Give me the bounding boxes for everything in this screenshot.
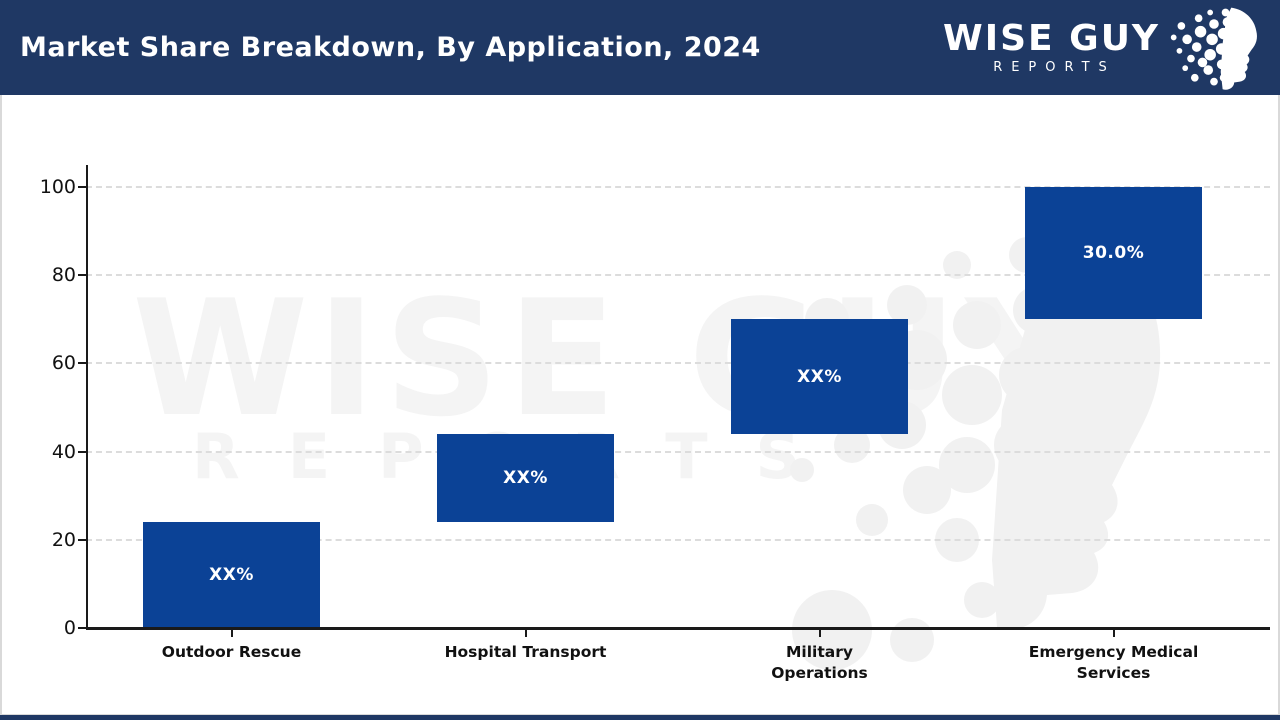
brand-head-icon [1170,7,1257,90]
y-axis-tick-label: 0 [63,617,76,639]
y-axis-tick [78,538,86,541]
y-gridline [86,362,1270,365]
y-axis-tick-label: 60 [51,352,76,375]
y-axis-tick [78,274,86,277]
y-axis-tick-label: 20 [51,528,76,551]
x-axis-tick [1112,628,1115,637]
footer-accent-bar [0,714,1280,720]
y-gridline [86,186,1270,188]
bar-value-label: XX% [503,468,548,489]
brand-name: WISE GUY [942,17,1160,59]
y-axis-tick-label: 40 [51,440,76,463]
x-axis-tick [524,628,527,637]
chart-title: Market Share Breakdown, By Application, … [20,32,761,63]
y-gridline [86,274,1270,277]
y-axis-tick [78,450,86,453]
x-axis-tick [230,628,233,637]
bar-value-label: XX% [209,565,254,586]
x-axis-category-label: Hospital Transport [444,643,607,661]
x-axis-category-label: Emergency Medical Services [1028,643,1199,682]
x-axis-category-label: Military Operations [771,643,868,682]
y-gridline [86,538,1270,541]
bar-segment: XX% [143,522,320,628]
bar-segment: XX% [731,319,908,434]
x-axis-tick [818,628,821,637]
bar-segment: 30.0% [1025,187,1202,320]
y-axis-line [86,165,88,630]
x-axis-line [86,627,1270,630]
header-bar: Market Share Breakdown, By Application, … [0,0,1280,95]
bar-value-label: 30.0% [1082,243,1145,264]
bar-value-label: XX% [797,366,842,387]
bar-segment: XX% [437,433,614,523]
y-axis-tick [78,186,86,188]
brand-logo: WISE GUY REPORTS [943,4,1262,92]
y-axis-tick-label: 80 [51,264,76,287]
chart-area: WISE GUY REPORTS 020406080100XX%Outdoor … [0,95,1280,714]
x-axis-category-label: Outdoor Rescue [161,643,302,661]
y-axis-tick-label: 100 [39,176,76,198]
y-gridline [86,450,1270,453]
brand-wordmark: WISE GUY REPORTS [942,17,1160,75]
y-axis-tick [78,362,86,365]
y-axis-tick [78,627,86,629]
brand-subtitle: REPORTS [993,59,1116,75]
